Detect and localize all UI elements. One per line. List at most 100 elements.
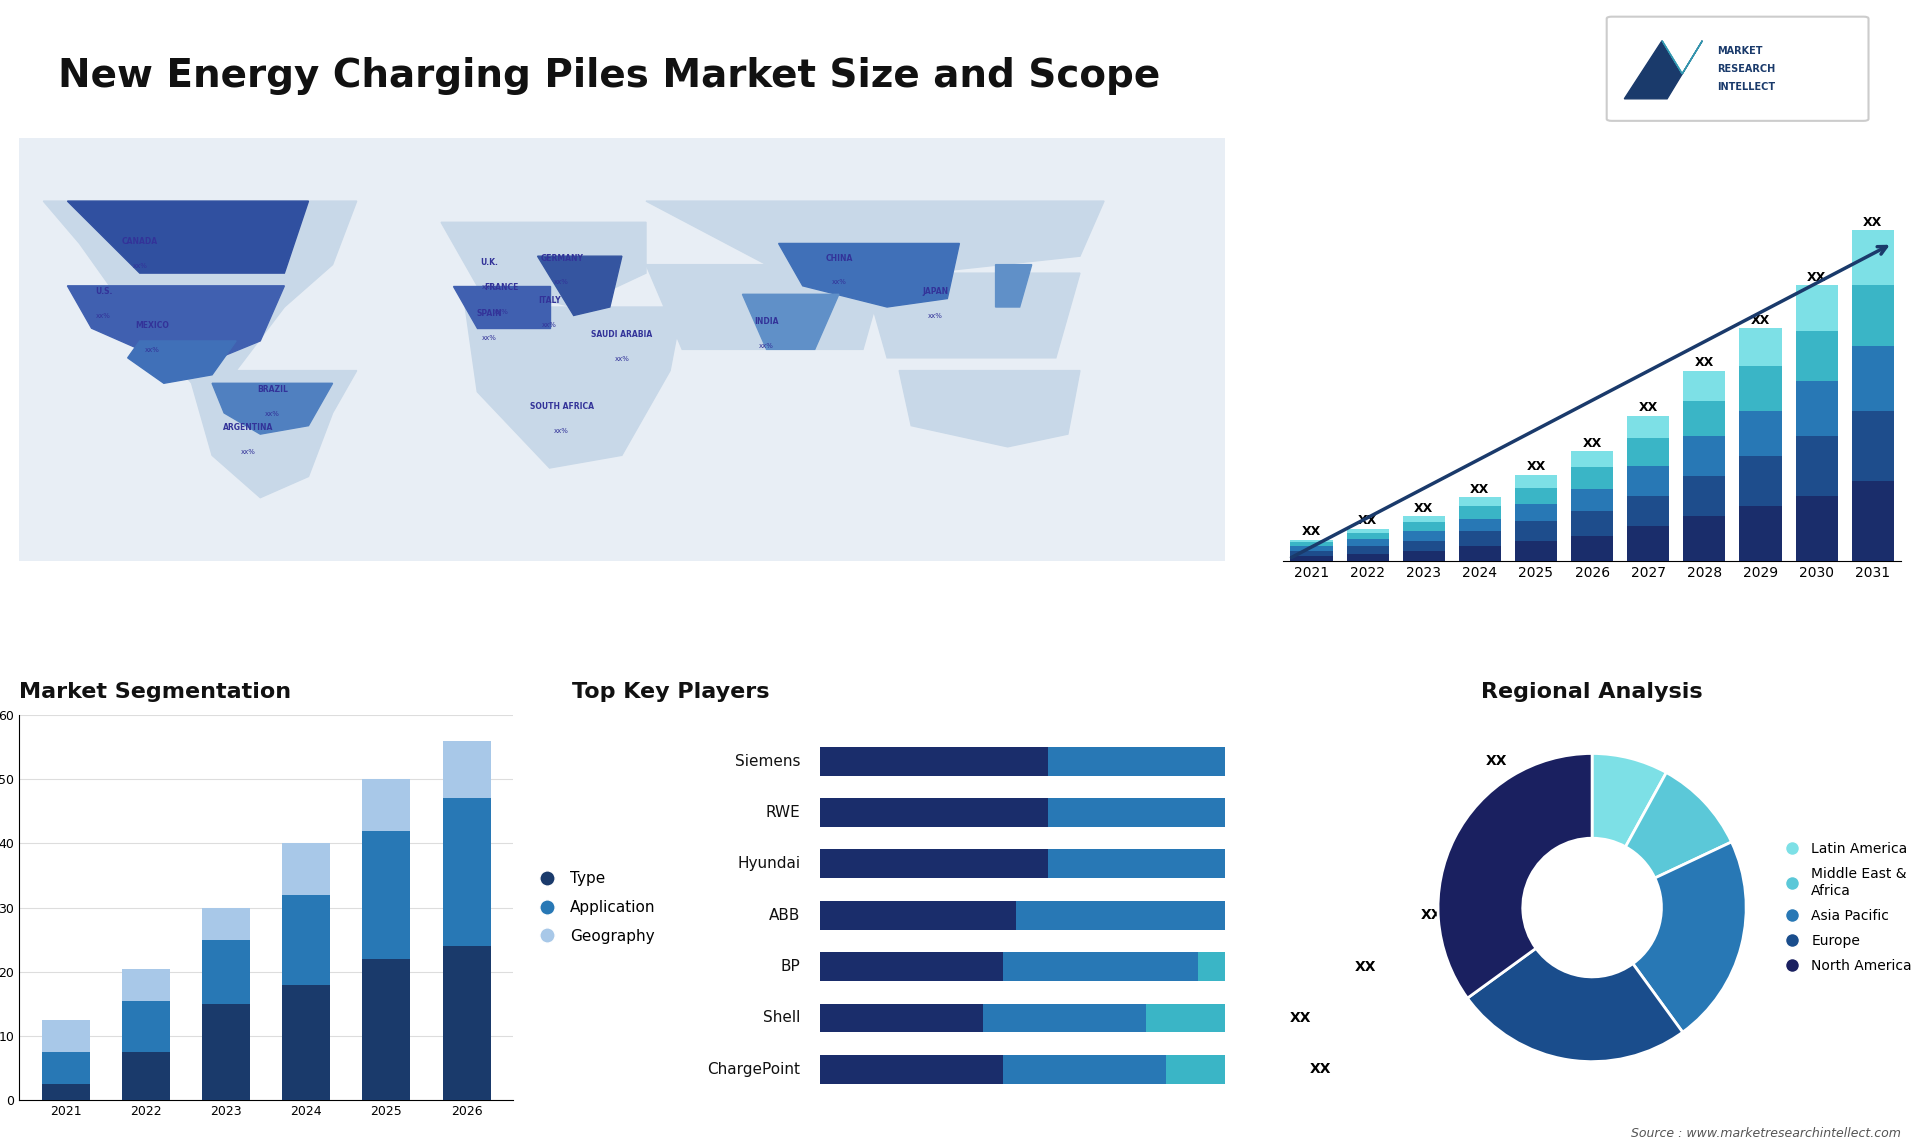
Bar bbox=[820, 747, 1048, 776]
Bar bbox=[1626, 526, 1668, 562]
Bar bbox=[820, 798, 1048, 827]
Bar bbox=[1346, 547, 1388, 554]
Text: ABB: ABB bbox=[770, 908, 801, 923]
Bar bbox=[1740, 366, 1782, 410]
Bar bbox=[1404, 516, 1444, 523]
Bar bbox=[1851, 481, 1893, 562]
Text: U.K.: U.K. bbox=[480, 258, 499, 267]
Text: XX: XX bbox=[1751, 314, 1770, 327]
Polygon shape bbox=[645, 265, 887, 350]
Text: XX: XX bbox=[1695, 356, 1715, 369]
Text: XX: XX bbox=[1421, 909, 1442, 923]
Text: XX: XX bbox=[1638, 401, 1657, 415]
Bar bbox=[1048, 747, 1309, 776]
Bar bbox=[202, 908, 250, 940]
Wedge shape bbox=[1626, 772, 1732, 878]
Text: XX: XX bbox=[1415, 502, 1434, 515]
Text: xx%: xx% bbox=[482, 335, 497, 340]
Bar bbox=[363, 831, 411, 959]
Polygon shape bbox=[899, 370, 1079, 447]
Bar bbox=[1684, 476, 1726, 516]
Bar bbox=[1571, 511, 1613, 536]
Bar bbox=[1290, 547, 1332, 551]
Bar bbox=[1290, 556, 1332, 562]
Text: XX: XX bbox=[1486, 857, 1507, 871]
Bar bbox=[1404, 541, 1444, 551]
Bar bbox=[1851, 230, 1893, 285]
Bar bbox=[282, 895, 330, 984]
Polygon shape bbox=[538, 257, 622, 315]
Text: GERMANY: GERMANY bbox=[540, 253, 584, 262]
Bar bbox=[202, 1004, 250, 1100]
Bar bbox=[1002, 1055, 1165, 1084]
Bar bbox=[1404, 551, 1444, 562]
Text: SOUTH AFRICA: SOUTH AFRICA bbox=[530, 402, 593, 410]
Polygon shape bbox=[44, 201, 357, 392]
Bar bbox=[42, 1084, 90, 1100]
Bar bbox=[1515, 541, 1557, 562]
Bar bbox=[1795, 496, 1837, 562]
Text: xx%: xx% bbox=[493, 309, 509, 315]
Bar bbox=[363, 959, 411, 1100]
Title: Regional Analysis: Regional Analysis bbox=[1482, 682, 1703, 702]
Polygon shape bbox=[67, 285, 284, 370]
Text: FRANCE: FRANCE bbox=[484, 283, 518, 292]
Bar bbox=[1459, 497, 1501, 507]
Bar bbox=[1146, 1004, 1277, 1033]
Text: Shell: Shell bbox=[762, 1011, 801, 1026]
Text: XX: XX bbox=[1309, 1062, 1331, 1076]
Text: XX: XX bbox=[1526, 461, 1546, 473]
Bar bbox=[1048, 849, 1283, 878]
Text: xx%: xx% bbox=[132, 262, 148, 268]
Bar bbox=[282, 843, 330, 895]
Text: xx%: xx% bbox=[831, 280, 847, 285]
Bar bbox=[1740, 410, 1782, 456]
Bar bbox=[202, 940, 250, 1004]
Bar bbox=[1571, 452, 1613, 468]
Bar bbox=[1016, 901, 1225, 929]
Text: XX: XX bbox=[1807, 270, 1826, 284]
Bar bbox=[1290, 540, 1332, 542]
Text: xx%: xx% bbox=[758, 343, 774, 350]
Bar bbox=[444, 799, 492, 947]
Bar bbox=[1795, 435, 1837, 496]
Polygon shape bbox=[743, 295, 839, 350]
Text: xx%: xx% bbox=[555, 427, 568, 434]
Text: Top Key Players: Top Key Players bbox=[572, 682, 770, 702]
Text: CANADA: CANADA bbox=[121, 236, 157, 245]
Polygon shape bbox=[465, 307, 682, 468]
Bar bbox=[1684, 435, 1726, 476]
Bar bbox=[1795, 285, 1837, 330]
Bar bbox=[820, 952, 1002, 981]
Text: XX: XX bbox=[1356, 959, 1377, 974]
Text: MARKET: MARKET bbox=[1718, 46, 1763, 56]
Bar bbox=[444, 947, 492, 1100]
Bar bbox=[983, 1004, 1146, 1033]
Wedge shape bbox=[1592, 753, 1667, 847]
Text: INTELLECT: INTELLECT bbox=[1718, 81, 1776, 92]
Bar bbox=[42, 1020, 90, 1052]
Polygon shape bbox=[129, 340, 236, 383]
Text: XX: XX bbox=[1582, 437, 1601, 450]
Bar bbox=[1459, 519, 1501, 531]
Text: BRAZIL: BRAZIL bbox=[257, 385, 288, 394]
Text: XX: XX bbox=[1471, 482, 1490, 495]
Bar bbox=[444, 740, 492, 799]
Bar bbox=[1296, 798, 1473, 827]
Bar bbox=[820, 901, 1016, 929]
Bar bbox=[1684, 401, 1726, 435]
Bar bbox=[1626, 416, 1668, 439]
Text: RESEARCH: RESEARCH bbox=[1718, 64, 1776, 73]
Text: xx%: xx% bbox=[482, 284, 497, 290]
Bar bbox=[820, 849, 1048, 878]
Text: INDIA: INDIA bbox=[755, 317, 780, 327]
Bar bbox=[1459, 531, 1501, 547]
Bar bbox=[1283, 849, 1473, 878]
Wedge shape bbox=[1467, 948, 1682, 1061]
Text: SPAIN: SPAIN bbox=[476, 308, 503, 317]
Bar bbox=[1740, 507, 1782, 562]
Text: XX: XX bbox=[1290, 1011, 1311, 1025]
Bar bbox=[1515, 503, 1557, 521]
Bar bbox=[1740, 328, 1782, 366]
Text: XX: XX bbox=[1486, 754, 1507, 768]
